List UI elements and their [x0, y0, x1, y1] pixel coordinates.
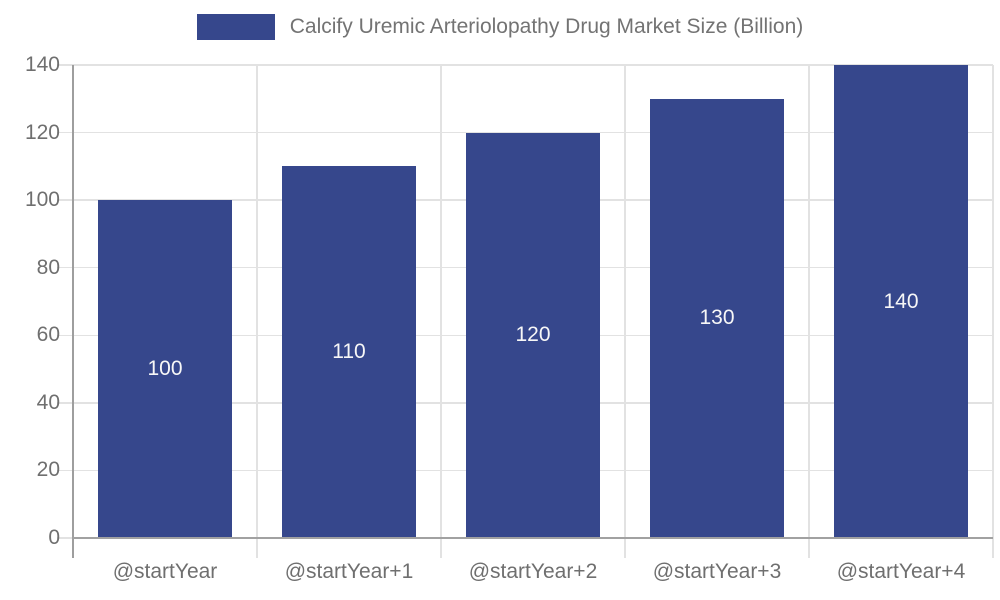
bar	[466, 132, 600, 538]
x-tick-label: @startYear	[112, 560, 218, 583]
x-gridline	[624, 65, 626, 558]
bar	[834, 65, 968, 538]
chart-legend: Calcify Uremic Arteriolopathy Drug Marke…	[0, 14, 1000, 40]
x-gridline	[808, 65, 810, 558]
y-axis-line	[72, 65, 74, 558]
bar-value-label: 100	[147, 357, 183, 381]
x-tick-label: @startYear+3	[652, 560, 782, 583]
y-tick-label: 140	[24, 53, 60, 76]
y-tick-mark	[57, 537, 73, 539]
y-tick-mark	[57, 266, 73, 269]
x-gridline	[256, 65, 258, 558]
x-gridline	[992, 65, 994, 558]
bar-value-label: 130	[699, 306, 735, 330]
y-tick-mark	[57, 199, 73, 201]
bar	[282, 166, 416, 538]
y-tick-mark	[57, 402, 73, 404]
y-tick-mark	[57, 64, 73, 66]
x-axis-line	[73, 537, 993, 539]
legend-swatch	[196, 14, 275, 40]
y-tick-label: 40	[36, 390, 60, 414]
y-tick-mark	[57, 131, 73, 134]
x-tick-label: @startYear+1	[284, 560, 414, 583]
y-tick-mark	[57, 469, 73, 472]
bar-value-label: 120	[515, 323, 551, 347]
y-gridline	[73, 64, 993, 66]
y-tick-label: 60	[36, 323, 60, 347]
bar-value-label: 140	[883, 289, 919, 313]
y-tick-label: 100	[24, 188, 60, 212]
y-tick-label: 80	[36, 255, 60, 279]
x-gridline	[440, 65, 442, 558]
bar	[98, 200, 232, 538]
x-tick-label: @startYear+4	[836, 560, 966, 583]
x-tick-label: @startYear+2	[468, 560, 598, 583]
y-tick-mark	[57, 334, 73, 337]
bar	[650, 98, 784, 538]
bar-value-label: 110	[332, 340, 366, 364]
y-tick-label: 20	[36, 458, 60, 482]
y-tick-label: 0	[48, 526, 60, 549]
legend-label: Calcify Uremic Arteriolopathy Drug Marke…	[289, 15, 804, 38]
y-tick-label: 120	[24, 120, 60, 144]
